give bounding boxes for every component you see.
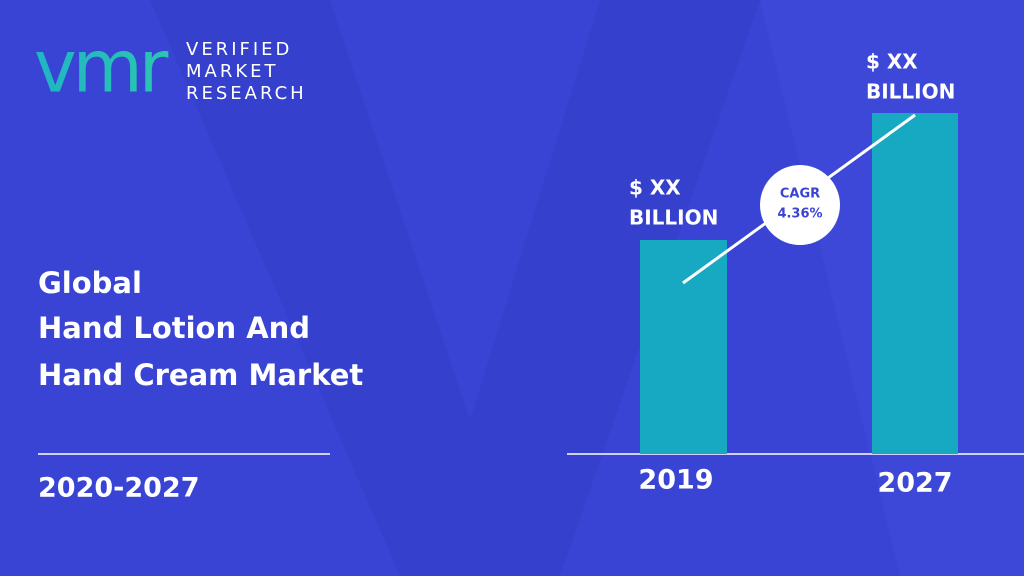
- bar-label: BILLION: [866, 80, 955, 104]
- bar-label: $ XX: [629, 176, 681, 200]
- title-line: Hand Cream Market: [38, 358, 363, 392]
- logo-text: VERIFIED: [186, 39, 292, 60]
- year-label: 2019: [638, 465, 713, 496]
- background-v: [150, 0, 760, 576]
- cagr-value: 4.36%: [777, 207, 822, 222]
- title-line: Global: [38, 266, 142, 300]
- cagr-badge: [760, 165, 840, 245]
- logo-text: RESEARCH: [186, 83, 307, 104]
- period: 2020-2027: [38, 473, 200, 504]
- title-line: Hand Lotion And: [38, 311, 310, 345]
- bar-label: BILLION: [629, 206, 718, 230]
- cagr-label: CAGR: [780, 187, 820, 202]
- bar: [640, 240, 727, 454]
- logo-mark: vmr: [34, 25, 169, 109]
- year-label: 2027: [877, 468, 952, 499]
- bar-label: $ XX: [866, 50, 918, 74]
- logo-text: MARKET: [186, 61, 279, 82]
- bar: [872, 113, 958, 454]
